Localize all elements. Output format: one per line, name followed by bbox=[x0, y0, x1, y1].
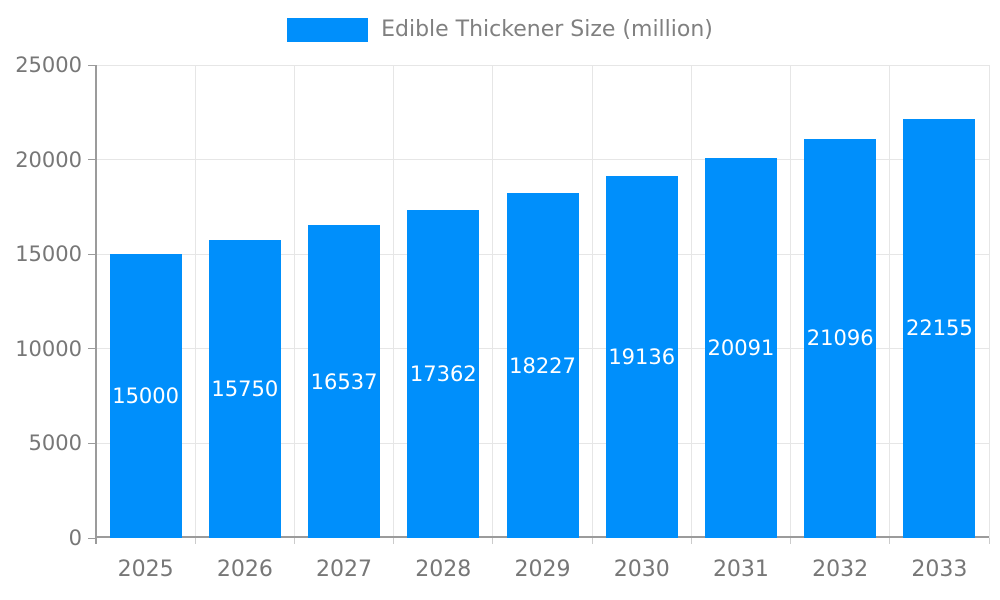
bar-value-label: 16537 bbox=[310, 369, 378, 394]
x-axis-tick bbox=[293, 538, 295, 544]
legend-swatch-icon bbox=[287, 18, 369, 42]
bar-value-label: 17362 bbox=[409, 361, 477, 386]
x-axis-tick-label: 2032 bbox=[812, 557, 869, 582]
grid-line-vertical bbox=[591, 65, 593, 538]
bar-value-label: 18227 bbox=[509, 353, 576, 378]
chart-legend: Edible Thickener Size (million) bbox=[0, 16, 1000, 44]
legend-item[interactable]: Edible Thickener Size (million) bbox=[287, 16, 713, 44]
x-axis-tick-label: 2033 bbox=[911, 557, 968, 582]
y-axis-tick-label: 0 bbox=[68, 526, 82, 550]
grid-line-vertical bbox=[393, 65, 395, 538]
y-axis-line bbox=[95, 65, 97, 544]
grid-line-vertical bbox=[988, 65, 990, 538]
x-axis-tick bbox=[591, 538, 593, 544]
grid-line-vertical bbox=[293, 65, 295, 538]
x-axis-tick-label: 2026 bbox=[216, 557, 273, 582]
y-axis-tick bbox=[88, 348, 96, 350]
bar-value-label: 15000 bbox=[112, 384, 180, 409]
grid-line-vertical bbox=[889, 65, 891, 538]
x-axis-tick-label: 2027 bbox=[316, 557, 373, 582]
x-axis-tick bbox=[393, 538, 395, 544]
bar[interactable]: 16537 bbox=[308, 225, 381, 538]
y-axis-tick-label: 20000 bbox=[15, 147, 82, 172]
x-axis-tick-label: 2028 bbox=[415, 557, 472, 582]
grid-line-vertical bbox=[194, 65, 196, 538]
y-axis-tick bbox=[88, 253, 96, 255]
grid-line-vertical bbox=[492, 65, 494, 538]
grid-line-vertical bbox=[790, 65, 792, 538]
bar-value-label: 21096 bbox=[806, 326, 874, 351]
bar[interactable]: 17362 bbox=[407, 209, 480, 538]
y-axis-tick bbox=[88, 159, 96, 161]
bar-value-label: 20091 bbox=[707, 335, 775, 360]
y-axis-tick-label: 25000 bbox=[15, 53, 82, 77]
bar-value-label: 15750 bbox=[211, 377, 279, 401]
y-axis-tick bbox=[88, 64, 96, 66]
y-axis-tick bbox=[88, 537, 96, 539]
x-axis-tick bbox=[492, 538, 494, 544]
x-axis-tick bbox=[790, 538, 792, 544]
y-axis-tick-label: 10000 bbox=[15, 336, 82, 361]
bar[interactable]: 15750 bbox=[208, 240, 281, 538]
x-axis-tick bbox=[194, 538, 196, 544]
y-axis-tick-label: 15000 bbox=[15, 242, 82, 267]
legend-label: Edible Thickener Size (million) bbox=[381, 17, 713, 42]
bar[interactable]: 21096 bbox=[804, 138, 877, 538]
bar[interactable]: 22155 bbox=[903, 118, 976, 538]
y-axis-tick-label: 5000 bbox=[28, 431, 82, 456]
x-axis-tick-label: 2030 bbox=[613, 557, 670, 582]
x-axis-tick-label: 2029 bbox=[514, 557, 571, 582]
bar[interactable]: 19136 bbox=[605, 175, 678, 538]
grid-line-horizontal bbox=[96, 159, 989, 161]
x-axis-tick-label: 2025 bbox=[117, 557, 174, 582]
x-axis-tick bbox=[988, 538, 990, 544]
x-axis-tick bbox=[889, 538, 891, 544]
plot-area: 0 5000 10000 15000 20000 25000 15000 2025 15750 2… bbox=[15, 53, 990, 582]
x-axis-tick-label: 2031 bbox=[712, 557, 769, 582]
bar[interactable]: 18227 bbox=[506, 193, 579, 538]
bar-value-label: 22155 bbox=[905, 316, 973, 341]
bar[interactable]: 20091 bbox=[704, 157, 777, 538]
grid-line-horizontal bbox=[96, 64, 989, 66]
y-axis-tick bbox=[88, 442, 96, 444]
x-axis-tick bbox=[690, 538, 692, 544]
grid-line-vertical bbox=[690, 65, 692, 538]
bar-value-label: 19136 bbox=[608, 344, 676, 369]
bar[interactable]: 15000 bbox=[109, 254, 182, 538]
